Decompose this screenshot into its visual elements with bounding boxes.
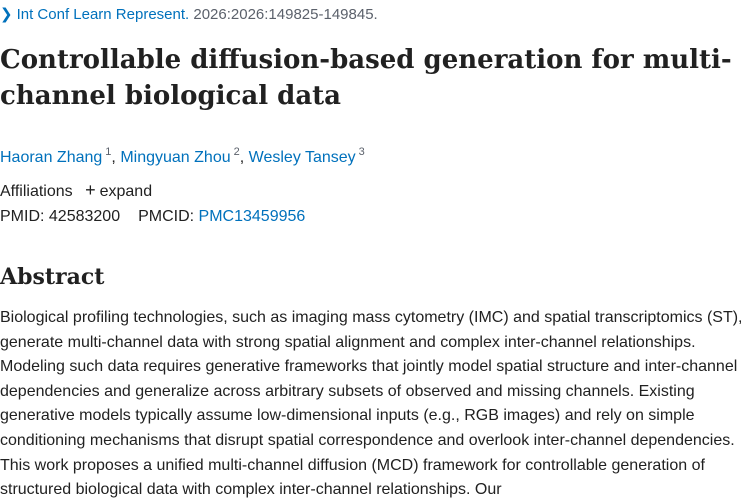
journal-citation: ❯ Int Conf Learn Represent. 2026:2026:149… <box>0 5 378 25</box>
abstract-heading: Abstract <box>0 264 105 290</box>
identifiers-row: PMID: 42583200 PMCID: PMC13459956 <box>0 205 305 229</box>
author-link[interactable]: Wesley Tansey <box>248 149 356 166</box>
author-separator: , <box>239 149 245 166</box>
author-separator: , <box>111 149 116 166</box>
affiliations-row: Affiliations + expand <box>0 178 152 204</box>
author-link[interactable]: Mingyuan Zhou <box>120 149 231 166</box>
author-link[interactable]: Haoran Zhang <box>0 149 103 166</box>
author-affiliation-ref[interactable]: 3 <box>358 146 365 158</box>
citation-text: 2026:2026:149825-149845. <box>193 6 378 23</box>
affiliations-expand-button[interactable]: + expand <box>85 180 153 200</box>
abstract-text: Biological profiling technologies, such … <box>0 309 743 499</box>
affiliations-label: Affiliations <box>0 183 73 200</box>
article-title: Controllable diffusion-based generation … <box>0 45 732 111</box>
chevron-right-icon[interactable]: ❯ <box>0 6 13 23</box>
author-affiliation-ref[interactable]: 2 <box>233 146 240 158</box>
pmcid-label: PMCID: <box>138 208 195 225</box>
pmid-value: 42583200 <box>48 208 121 225</box>
author-list: Haoran Zhang 1, Mingyuan Zhou 2, Wesley Ta… <box>0 140 365 170</box>
plus-icon: + <box>85 180 96 200</box>
expand-label: expand <box>99 183 153 200</box>
author-affiliation-ref[interactable]: 1 <box>105 146 112 158</box>
pmid-label: PMID: <box>0 208 45 225</box>
pmcid-link[interactable]: PMC13459956 <box>198 208 306 225</box>
journal-link[interactable]: Int Conf Learn Represent. <box>16 6 190 23</box>
